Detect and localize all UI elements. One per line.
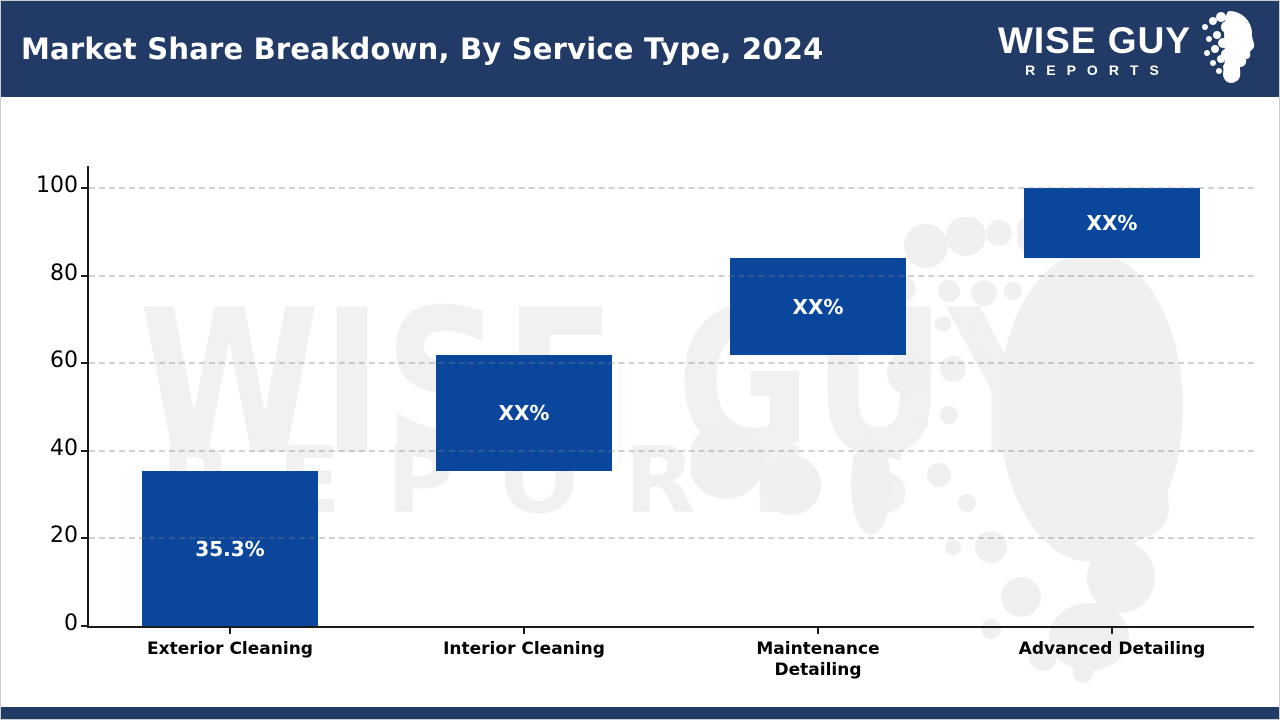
x-axis-tick: [817, 626, 819, 634]
gridline: [89, 274, 1254, 277]
chart-canvas: WISE GUY REPORTS: [1, 97, 1279, 707]
bar-value-label: 35.3%: [195, 536, 265, 561]
logo-text: WISE GUY REPORTS: [998, 22, 1191, 77]
y-axis-tick-label: 100: [36, 173, 78, 198]
x-axis-category-label: Advanced Detailing: [1018, 639, 1206, 659]
y-axis-tick: [81, 625, 89, 627]
y-axis-tick-label: 40: [50, 435, 78, 461]
bar-value-label: XX%: [498, 401, 550, 426]
logo-wordmark: WISE GUY: [997, 19, 1191, 61]
logo-subtitle: REPORTS: [1025, 61, 1170, 78]
y-axis-tick: [81, 449, 89, 452]
y-axis-tick-label: 20: [50, 523, 78, 549]
header-band: Market Share Breakdown, By Service Type,…: [1, 1, 1279, 97]
y-axis-tick: [81, 537, 89, 540]
wise-guy-reports-logo: WISE GUY REPORTS: [998, 8, 1255, 90]
bar-value-label: XX%: [1086, 211, 1138, 236]
y-axis-tick: [81, 274, 89, 277]
x-axis-category-label: Exterior Cleaning: [147, 639, 313, 659]
head-profile-icon: [1199, 8, 1255, 90]
page-title: Market Share Breakdown, By Service Type,…: [21, 32, 824, 66]
x-axis-tick: [523, 626, 525, 634]
y-axis-tick: [81, 362, 89, 365]
bar-value-label: XX%: [792, 294, 844, 319]
x-axis-tick: [229, 626, 231, 634]
footer-band: [1, 707, 1279, 719]
y-axis-spine: [87, 166, 89, 628]
y-axis-tick-label: 80: [50, 260, 78, 286]
plot-area: 0 20 40 60 80 100 35.3% XX% XX% XX% Exterior Clean…: [1, 97, 1279, 707]
y-axis-tick-label: 60: [50, 348, 78, 374]
y-axis-tick-label: 0: [64, 611, 78, 636]
bar-segment: XX%: [730, 258, 906, 356]
x-axis-category-label: Maintenance Detailing: [756, 639, 880, 681]
bar-segment: XX%: [436, 355, 612, 472]
gridline: [89, 362, 1254, 365]
x-axis-spine: [87, 626, 1254, 628]
bar-segment: 35.3%: [142, 471, 318, 626]
bar-segment: XX%: [1024, 188, 1200, 259]
y-axis-tick: [81, 187, 89, 189]
gridline: [89, 449, 1254, 452]
x-axis-category-label: Interior Cleaning: [443, 639, 605, 659]
